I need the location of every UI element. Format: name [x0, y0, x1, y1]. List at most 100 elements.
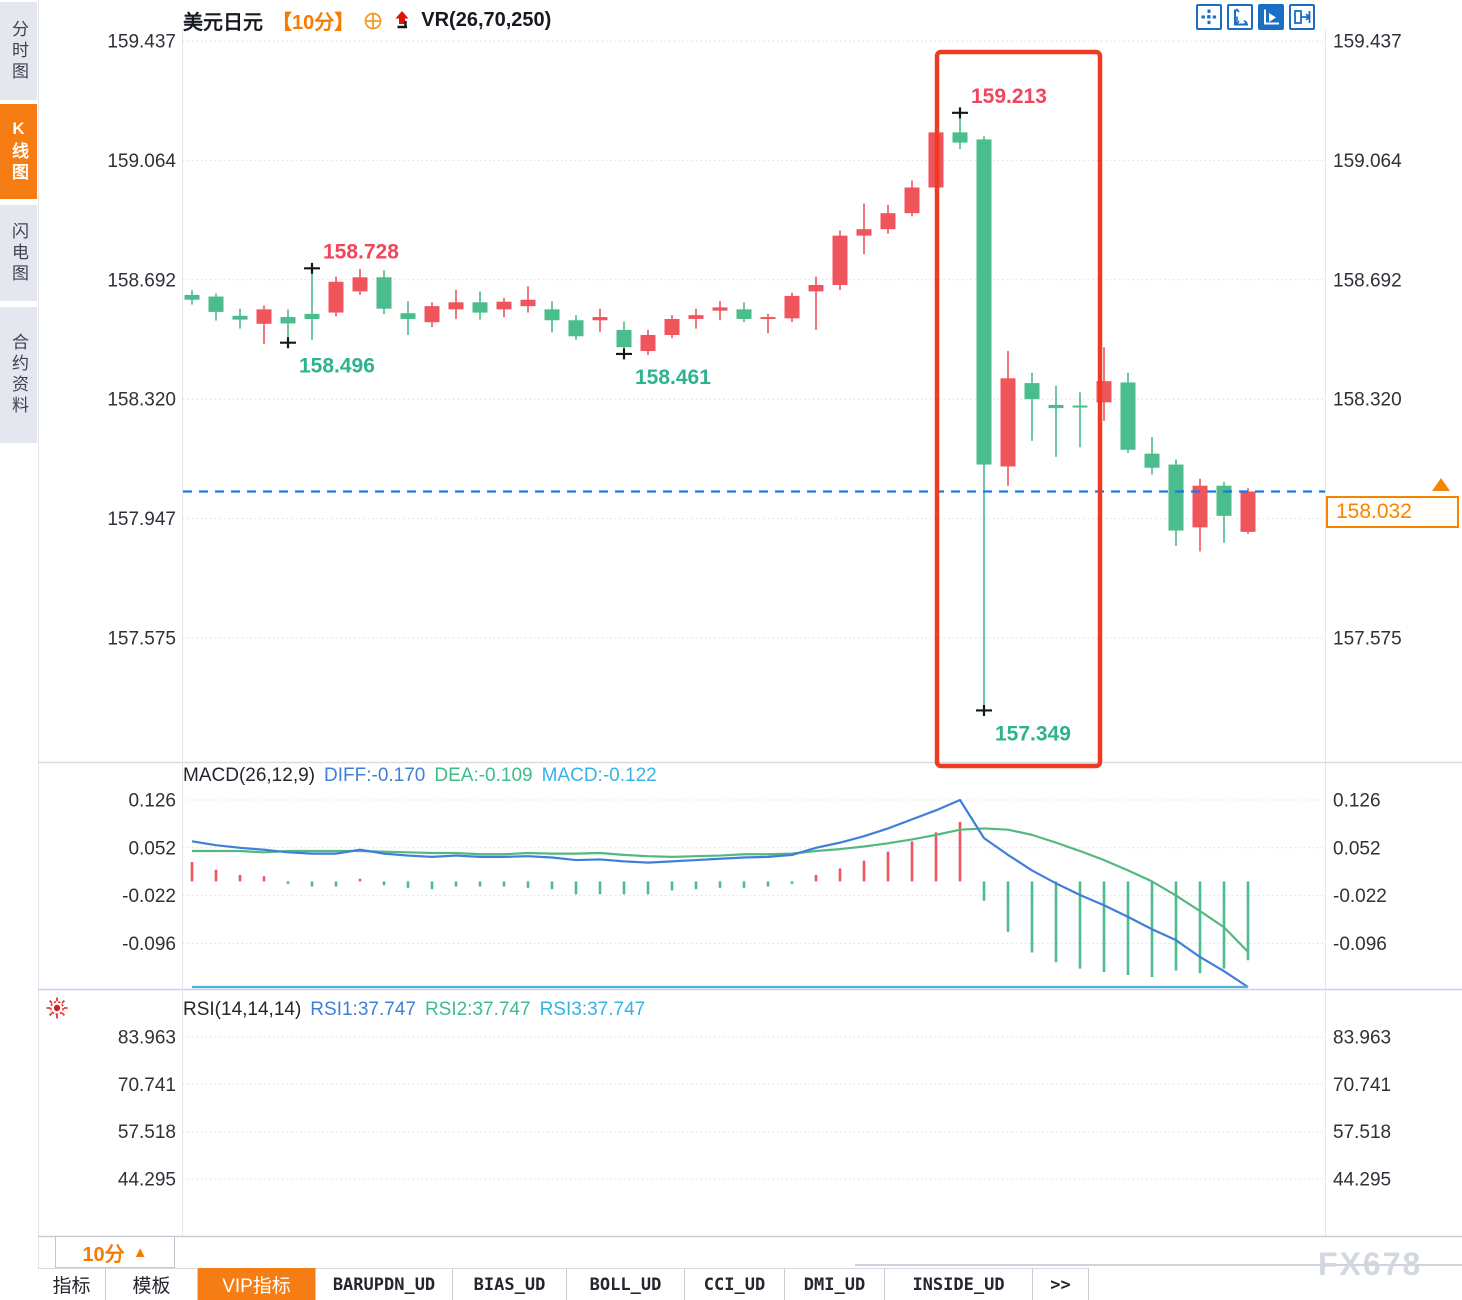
crosshair-move-icon[interactable]: [1196, 4, 1222, 30]
y-axis-label-right: 158.692: [1333, 270, 1402, 291]
candle-body[interactable]: [400, 313, 416, 319]
rsi1-value: RSI1:37.747: [310, 999, 416, 1020]
y-axis-label-right: 83.963: [1333, 1028, 1391, 1049]
bottom-tab-1[interactable]: 指标: [38, 1268, 106, 1300]
y-axis-label-left: 159.064: [107, 151, 176, 172]
target-icon[interactable]: [363, 11, 383, 31]
indicator-settings-sun-icon[interactable]: [44, 995, 70, 1026]
candle-body[interactable]: [1144, 453, 1160, 468]
candle-body[interactable]: [688, 315, 704, 319]
candle-body[interactable]: [616, 329, 632, 348]
left-sidebar: 分时图 K线图闪电图合约资料: [0, 0, 39, 1300]
extreme-marker-cross: [616, 348, 632, 360]
bottom-tab-2[interactable]: 模板: [106, 1268, 198, 1300]
candle-body[interactable]: [904, 187, 920, 214]
period-label[interactable]: 【10分】: [272, 12, 355, 34]
y-axis-label-right: -0.022: [1333, 886, 1387, 907]
candle-body[interactable]: [1120, 382, 1136, 450]
y-axis-label-left: 157.947: [107, 509, 176, 530]
bottom-tab-4[interactable]: BARUPDN_UD: [316, 1268, 453, 1300]
rsi3-value: RSI3:37.747: [539, 999, 646, 1020]
candle-body[interactable]: [304, 313, 320, 319]
chart-autoscroll-icon[interactable]: [1258, 4, 1284, 30]
candle-body[interactable]: [184, 294, 200, 300]
candle-body[interactable]: [880, 213, 896, 230]
candle-body[interactable]: [952, 132, 968, 143]
candle-body[interactable]: [568, 320, 584, 337]
bottom-tab-7[interactable]: CCI_UD: [685, 1268, 785, 1300]
candle-body[interactable]: [640, 335, 656, 352]
indicator-name[interactable]: VR(26,70,250): [421, 9, 552, 31]
extreme-marker-cross: [952, 107, 968, 119]
price-annotation: 158.461: [635, 366, 711, 389]
bottom-tab-8[interactable]: DMI_UD: [785, 1268, 885, 1300]
rsi-header: RSI(14,14,14) RSI1:37.747 RSI2:37.747 RS…: [183, 999, 645, 1021]
bottom-tab-6[interactable]: BOLL_UD: [567, 1268, 685, 1300]
candle-body[interactable]: [1168, 464, 1184, 531]
extreme-marker-cross: [976, 704, 992, 716]
candle-body[interactable]: [232, 315, 248, 320]
candle-body[interactable]: [496, 301, 512, 310]
y-axis-label-left: 57.518: [118, 1122, 176, 1143]
y-axis-label-right: 70.741: [1333, 1075, 1391, 1096]
chart-toolbar: [1196, 4, 1315, 30]
macd-header: MACD(26,12,9) DIFF:-0.170 DEA:-0.109 MAC…: [183, 765, 657, 787]
y-axis-label-left: -0.022: [122, 886, 176, 907]
candle-body[interactable]: [1240, 491, 1256, 532]
macd-macd-value: MACD:-0.122: [541, 765, 657, 786]
sidebar-tab-4[interactable]: 合约资料: [0, 307, 37, 443]
candle-body[interactable]: [256, 309, 272, 324]
bottom-tab-5[interactable]: BIAS_UD: [453, 1268, 567, 1300]
candle-body[interactable]: [664, 318, 680, 336]
y-axis-label-right: 157.575: [1333, 629, 1402, 650]
price-annotation: 158.728: [323, 240, 399, 263]
price-annotation: 157.349: [995, 722, 1071, 745]
period-selector-label: 10分: [82, 1243, 125, 1266]
y-axis-label-left: 158.692: [107, 270, 176, 291]
candle-body[interactable]: [856, 229, 872, 236]
bottom-tab-10[interactable]: >>: [1033, 1268, 1089, 1300]
candle-body[interactable]: [1024, 383, 1040, 400]
candle-body[interactable]: [520, 299, 536, 307]
candle-body[interactable]: [472, 302, 488, 313]
candle-body[interactable]: [376, 277, 392, 309]
candle-body[interactable]: [712, 307, 728, 311]
collapse-right-icon[interactable]: [1289, 4, 1315, 30]
y-axis-label-right: 0.126: [1333, 791, 1381, 812]
sidebar-tab-3[interactable]: 闪电图: [0, 205, 37, 301]
candle-body[interactable]: [544, 309, 560, 321]
candle-body[interactable]: [832, 235, 848, 285]
candle-body[interactable]: [1216, 485, 1232, 516]
candle-body[interactable]: [1000, 378, 1016, 467]
candle-body[interactable]: [352, 277, 368, 292]
macd-dea-line: [192, 827, 1249, 953]
highlight-rectangle: [934, 49, 1103, 769]
candle-body[interactable]: [424, 306, 440, 323]
candle-body[interactable]: [1192, 485, 1208, 528]
macd-diff-value: DIFF:-0.170: [324, 765, 426, 786]
candle-body[interactable]: [760, 317, 776, 320]
y-axis-label-right: -0.096: [1333, 934, 1387, 955]
bottom-tab-9[interactable]: INSIDE_UD: [885, 1268, 1033, 1300]
candle-body[interactable]: [208, 296, 224, 312]
candle-body[interactable]: [976, 139, 992, 465]
bottom-tab-3[interactable]: VIP指标: [198, 1268, 316, 1300]
sidebar-tab-1[interactable]: 分时图: [0, 2, 37, 100]
sidebar-tab-2[interactable]: K线图: [0, 104, 37, 199]
y-axis-label-left: 0.126: [128, 791, 176, 812]
candle-body[interactable]: [448, 302, 464, 310]
candle-body[interactable]: [1072, 405, 1088, 408]
candle-body[interactable]: [280, 317, 296, 324]
fit-axes-icon[interactable]: [1227, 4, 1253, 30]
candle-body[interactable]: [784, 295, 800, 319]
period-selector[interactable]: 10分 ▲: [55, 1236, 175, 1268]
candle-body[interactable]: [328, 281, 344, 313]
candle-body[interactable]: [1048, 404, 1064, 409]
candle-body[interactable]: [592, 317, 608, 321]
candle-body[interactable]: [808, 284, 824, 292]
up-arrow-icon: [392, 10, 412, 31]
price-up-arrow-icon: [1432, 478, 1450, 491]
candle-body[interactable]: [736, 309, 752, 319]
y-axis-label-right: 158.320: [1333, 390, 1402, 411]
